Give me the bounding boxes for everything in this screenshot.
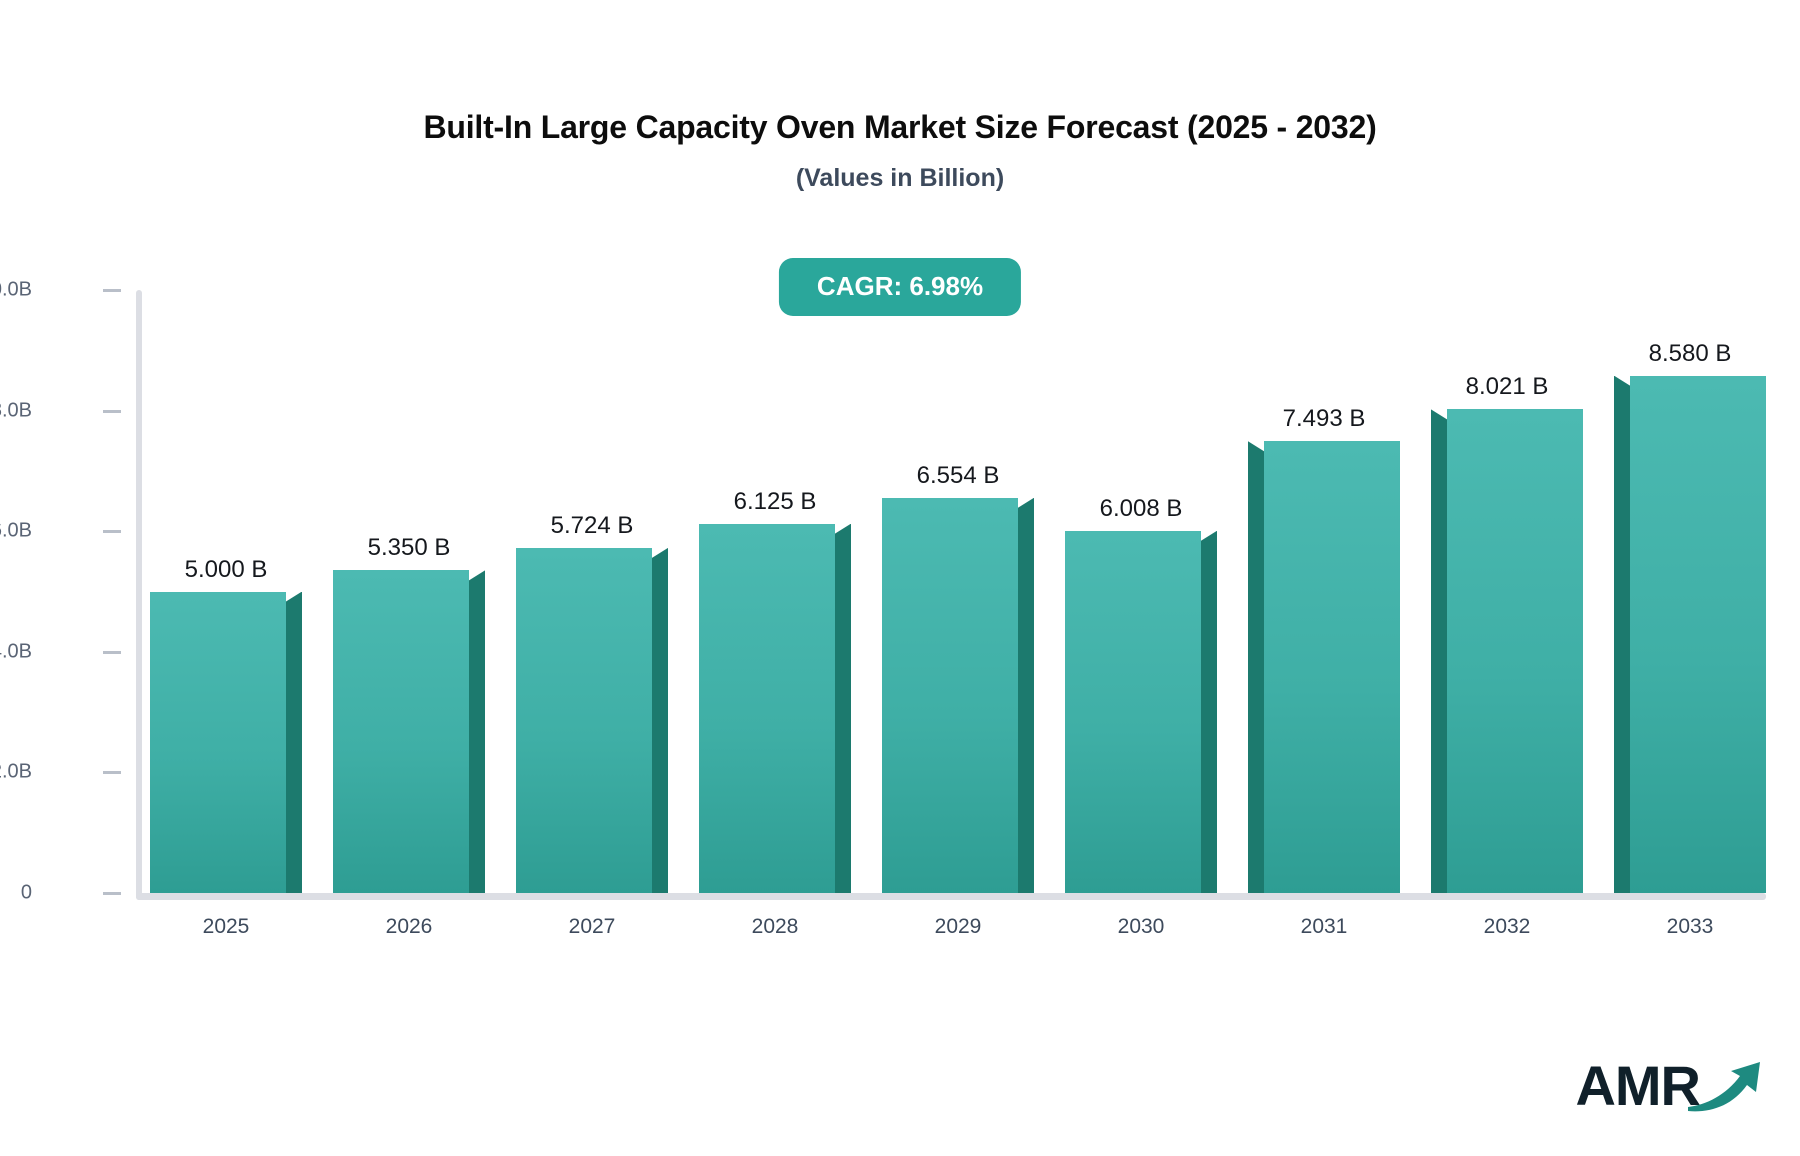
x-axis-label: 2027	[568, 915, 616, 938]
y-axis-tick-mark	[103, 892, 121, 895]
x-axis-label: 2026	[385, 915, 433, 938]
bar-value-label: 8.021 B	[1465, 373, 1549, 401]
y-axis-tick-label: 2.0B	[0, 760, 32, 783]
y-axis-tick-mark	[103, 530, 121, 534]
bar-side-face	[652, 547, 668, 893]
bar-series: 5.000 B 5.350 B 5.724 B 6.125 B 6.554 B 6.008…	[150, 290, 1766, 893]
bar-side-face	[1018, 497, 1034, 893]
bar-side-face	[1431, 409, 1447, 893]
y-axis-tick-label: 8.0B	[0, 399, 32, 422]
x-axis-labels: 2025 2026 2027 2028 2029 2030 2031 2032 2033	[150, 915, 1766, 939]
bar[interactable]: 5.724 B	[516, 513, 668, 893]
x-axis-label: 2033	[1666, 915, 1714, 938]
x-axis-label: 2028	[751, 915, 799, 938]
chart-header: Built-In Large Capacity Oven Market Size…	[0, 0, 1800, 193]
x-axis-label: 2031	[1300, 915, 1348, 938]
page-title: Built-In Large Capacity Oven Market Size…	[423, 109, 1377, 145]
y-axis-tick-mark	[103, 650, 121, 654]
y-axis-tick-label: 0	[20, 881, 32, 904]
bar-slot: 7.493 B	[1248, 290, 1400, 893]
bar-value-label: 5.350 B	[367, 534, 451, 562]
bar[interactable]: 8.580 B	[1614, 341, 1766, 893]
bar-slot: 6.008 B	[1065, 290, 1217, 893]
bar[interactable]: 6.554 B	[882, 463, 1034, 893]
bar[interactable]: 6.008 B	[1065, 496, 1217, 893]
bar-front-face	[882, 497, 1018, 893]
bar-front-face	[516, 547, 652, 893]
bar-side-face	[1201, 530, 1217, 893]
bar-value-label: 6.554 B	[916, 461, 1000, 489]
bar[interactable]: 6.125 B	[699, 489, 851, 893]
y-axis-tick-label: 6.0B	[0, 519, 32, 542]
bar-slot: 5.724 B	[516, 290, 668, 893]
growth-arrow-icon	[1686, 1059, 1764, 1120]
x-axis-label: 2032	[1483, 915, 1531, 938]
bar[interactable]: 5.000 B	[150, 557, 302, 893]
bar-value-label: 7.493 B	[1282, 405, 1366, 433]
bar-front-face	[1264, 441, 1400, 893]
cagr-badge: CAGR: 6.98%	[778, 258, 1022, 316]
bar-value-label: 6.125 B	[733, 487, 817, 515]
bar-slot: 6.554 B	[882, 290, 1034, 893]
bar-slot: 8.580 B	[1614, 290, 1766, 893]
x-axis-label: 2025	[202, 915, 250, 938]
y-axis-tick-mark	[103, 771, 121, 775]
bar-side-face	[1248, 441, 1264, 893]
bar-slot: 8.021 B	[1431, 290, 1583, 893]
bar[interactable]: 8.021 B	[1431, 375, 1583, 893]
x-axis-label: 2030	[1117, 915, 1165, 938]
bar-value-label: 5.724 B	[550, 511, 634, 539]
bar-side-face	[835, 523, 851, 893]
bar-front-face	[699, 523, 835, 893]
y-axis-tick-mark	[103, 409, 121, 413]
bar-front-face	[1630, 375, 1766, 893]
bar-side-face	[469, 570, 485, 893]
bar-value-label: 5.000 B	[184, 555, 268, 583]
x-axis-baseline	[136, 893, 1766, 900]
bar-front-face	[150, 591, 286, 893]
bar-front-face	[333, 570, 469, 893]
bar-slot: 5.350 B	[333, 290, 485, 893]
y-axis-tick-label: 4.0B	[0, 640, 32, 663]
bar-value-label: 6.008 B	[1099, 494, 1183, 522]
chart-subtitle: (Values in Billion)	[795, 164, 1005, 193]
bar[interactable]: 7.493 B	[1248, 407, 1400, 893]
bar-slot: 6.125 B	[699, 290, 851, 893]
y-axis-tick-mark	[103, 289, 121, 292]
bar-slot: 5.000 B	[150, 290, 302, 893]
bar-front-face	[1065, 530, 1201, 893]
bar-side-face	[286, 591, 302, 893]
bar-value-label: 8.580 B	[1648, 339, 1732, 367]
bar[interactable]: 5.350 B	[333, 536, 485, 893]
y-axis-tick-label: 10.0B	[0, 278, 32, 301]
bar-side-face	[1614, 375, 1630, 893]
bar-front-face	[1447, 409, 1583, 893]
x-axis-label: 2029	[934, 915, 982, 938]
amr-logo: AMR	[1575, 1046, 1764, 1126]
y-axis-line	[136, 290, 142, 900]
logo-text: AMR	[1575, 1054, 1701, 1117]
